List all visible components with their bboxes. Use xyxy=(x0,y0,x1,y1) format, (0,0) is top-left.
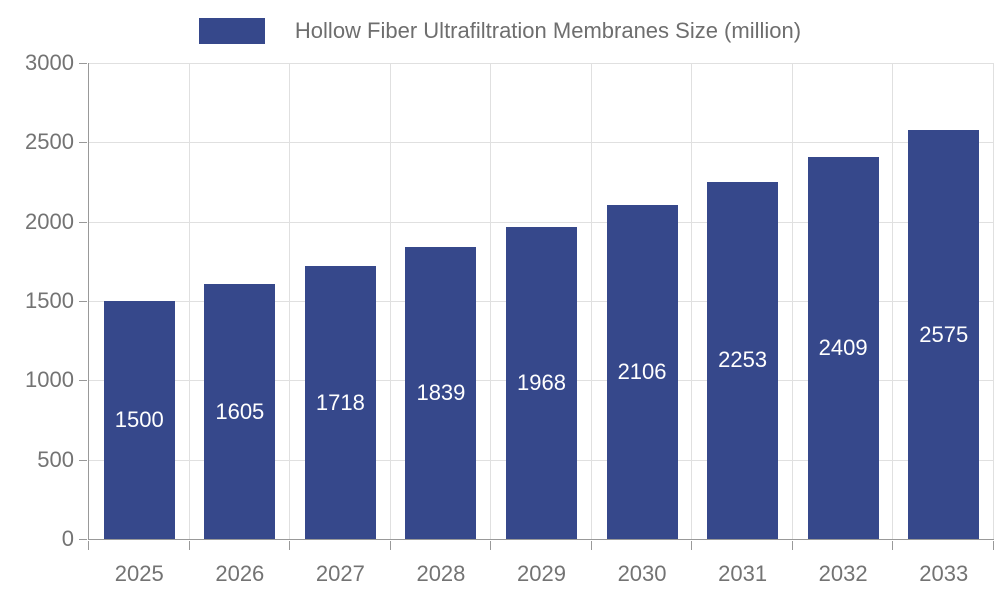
y-axis-label: 3000 xyxy=(25,50,74,75)
y-axis-tick xyxy=(79,539,87,540)
x-axis-label: 2025 xyxy=(114,561,164,586)
legend-label: Hollow Fiber Ultrafiltration Membranes S… xyxy=(294,18,802,43)
gridline-vertical xyxy=(892,63,894,539)
gridline-vertical xyxy=(691,63,693,539)
x-axis-label: 2031 xyxy=(718,561,768,586)
bar-value-label: 1500 xyxy=(114,407,164,432)
x-axis-tick xyxy=(791,541,793,550)
y-axis-tick xyxy=(79,63,87,64)
y-axis-label: 0 xyxy=(61,526,74,551)
bar-value-label: 1718 xyxy=(315,389,365,415)
y-axis-label: 1500 xyxy=(25,288,74,313)
y-axis-label: 1000 xyxy=(25,367,74,393)
x-axis-label: 2026 xyxy=(215,561,265,586)
bar: 1718 xyxy=(304,266,376,539)
x-axis-tick xyxy=(289,541,291,550)
bar: 2106 xyxy=(606,204,678,539)
bar-value-label: 2253 xyxy=(718,347,768,373)
bar: 1968 xyxy=(506,226,577,539)
bar-value-label: 2575 xyxy=(919,321,969,347)
bar: 1500 xyxy=(103,301,175,539)
y-axis-tick xyxy=(79,221,87,223)
y-axis-label: 2000 xyxy=(25,208,74,234)
x-axis-tick xyxy=(490,541,492,550)
gridline-vertical xyxy=(289,63,291,539)
x-axis-label: 2033 xyxy=(919,561,969,586)
y-axis-tick xyxy=(79,301,87,302)
x-axis-tick xyxy=(892,541,894,550)
x-axis-tick xyxy=(993,541,994,550)
gridline-vertical xyxy=(188,63,190,539)
x-axis-label: 2028 xyxy=(416,561,466,586)
bar-value-label: 2106 xyxy=(617,358,667,384)
bar: 1839 xyxy=(405,247,477,539)
bar: 2409 xyxy=(807,156,879,539)
gridline-vertical xyxy=(993,63,994,539)
x-axis-tick xyxy=(88,541,89,550)
bar-value-label: 2409 xyxy=(818,334,868,360)
gridline-horizontal xyxy=(89,63,994,64)
x-axis-tick xyxy=(188,541,190,550)
x-axis-tick xyxy=(590,541,592,550)
x-axis-tick xyxy=(389,541,391,550)
gridline-vertical xyxy=(490,63,492,539)
x-axis-label: 2030 xyxy=(617,561,667,586)
y-axis-tick xyxy=(79,459,87,461)
legend[interactable]: Hollow Fiber Ultrafiltration Membranes S… xyxy=(0,17,1000,45)
x-axis-label: 2027 xyxy=(315,561,365,586)
y-axis-tick xyxy=(79,142,87,144)
bar-value-label: 1839 xyxy=(416,380,466,406)
gridline-horizontal xyxy=(89,142,994,144)
x-axis-label: 2029 xyxy=(517,561,566,586)
bar-value-label: 1968 xyxy=(517,369,566,395)
x-axis-label: 2032 xyxy=(818,561,868,586)
plot-area: 0 500 1000 1500 2000 2500 3000 1500 2025 1605 2026… xyxy=(25,51,994,586)
gridline-vertical xyxy=(590,63,592,539)
gridline-vertical xyxy=(389,63,391,539)
gridline-horizontal xyxy=(89,221,994,223)
y-axis-tick xyxy=(79,380,87,382)
bar-value-label: 1605 xyxy=(215,398,265,424)
legend-swatch xyxy=(198,18,265,44)
x-axis-tick xyxy=(691,541,693,550)
y-axis-label: 2500 xyxy=(25,129,74,155)
bar: 2253 xyxy=(707,181,779,539)
gridline-vertical xyxy=(791,63,793,539)
bar: 1605 xyxy=(204,284,276,539)
y-axis-label: 500 xyxy=(37,446,74,472)
bar: 2575 xyxy=(908,130,980,539)
